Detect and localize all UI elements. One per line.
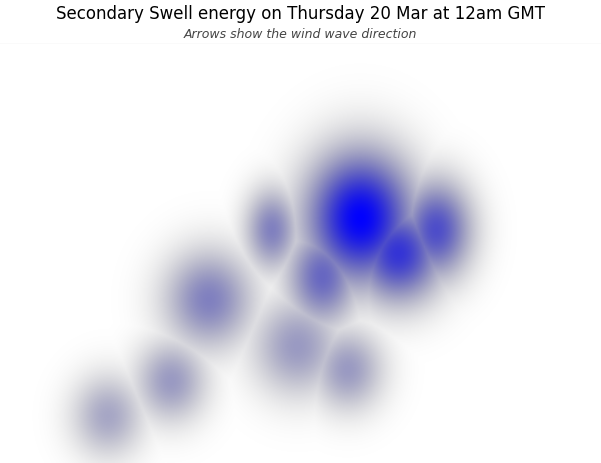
Text: Arrows show the wind wave direction: Arrows show the wind wave direction bbox=[184, 28, 417, 41]
Text: Secondary Swell energy on Thursday 20 Mar at 12am GMT: Secondary Swell energy on Thursday 20 Ma… bbox=[56, 5, 545, 23]
